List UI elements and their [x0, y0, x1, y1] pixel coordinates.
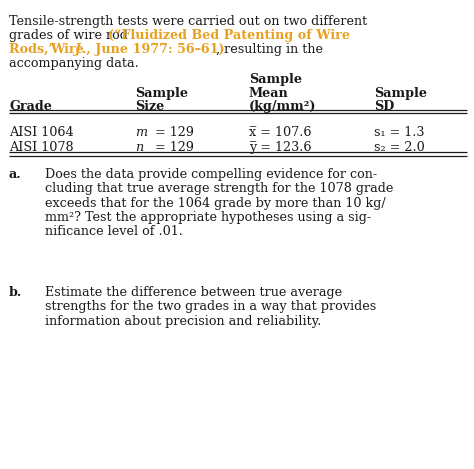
Text: s₂ = 2.0: s₂ = 2.0: [374, 141, 425, 154]
Text: AISI 1078: AISI 1078: [9, 141, 74, 154]
Text: accompanying data.: accompanying data.: [9, 57, 138, 70]
Text: b.: b.: [9, 286, 22, 299]
Text: information about precision and reliability.: information about precision and reliabil…: [45, 315, 321, 328]
Text: Size: Size: [135, 100, 164, 113]
Text: Wire: Wire: [50, 43, 89, 56]
Text: Sample: Sample: [135, 87, 188, 100]
Text: s₁ = 1.3: s₁ = 1.3: [374, 126, 425, 139]
Text: a.: a.: [9, 168, 21, 181]
Text: grades of wire rod: grades of wire rod: [9, 29, 131, 42]
Text: ., June 1977: 56–61): ., June 1977: 56–61): [82, 43, 225, 56]
Text: Sample: Sample: [374, 87, 428, 100]
Text: = 129: = 129: [155, 141, 194, 154]
Text: Sample: Sample: [249, 73, 302, 86]
Text: Mean: Mean: [249, 87, 289, 100]
Text: Does the data provide compelling evidence for con-: Does the data provide compelling evidenc…: [45, 168, 377, 181]
Text: mm²? Test the appropriate hypotheses using a sig-: mm²? Test the appropriate hypotheses usi…: [45, 211, 371, 224]
Text: Tensile-strength tests were carried out on two different: Tensile-strength tests were carried out …: [9, 15, 367, 28]
Text: Grade: Grade: [9, 100, 52, 113]
Text: AISI 1064: AISI 1064: [9, 126, 74, 139]
Text: m: m: [135, 126, 147, 139]
Text: n: n: [135, 141, 143, 154]
Text: (“Fluidized Bed Patenting of Wire: (“Fluidized Bed Patenting of Wire: [108, 29, 350, 42]
Text: strengths for the two grades in a way that provides: strengths for the two grades in a way th…: [45, 301, 376, 313]
Text: (kg/mm²): (kg/mm²): [249, 100, 316, 113]
Text: J: J: [75, 43, 81, 56]
Text: x̅ = 107.6: x̅ = 107.6: [249, 126, 311, 139]
Text: y̅ = 123.6: y̅ = 123.6: [249, 141, 311, 154]
Text: nificance level of .01.: nificance level of .01.: [45, 225, 183, 238]
Text: , resulting in the: , resulting in the: [216, 43, 323, 56]
Text: cluding that true average strength for the 1078 grade: cluding that true average strength for t…: [45, 182, 393, 195]
Text: Rods,”: Rods,”: [9, 43, 60, 56]
Text: = 129: = 129: [155, 126, 194, 139]
Text: Estimate the difference between true average: Estimate the difference between true ave…: [45, 286, 342, 299]
Text: SD: SD: [374, 100, 395, 113]
Text: exceeds that for the 1064 grade by more than 10 kg/: exceeds that for the 1064 grade by more …: [45, 197, 386, 210]
